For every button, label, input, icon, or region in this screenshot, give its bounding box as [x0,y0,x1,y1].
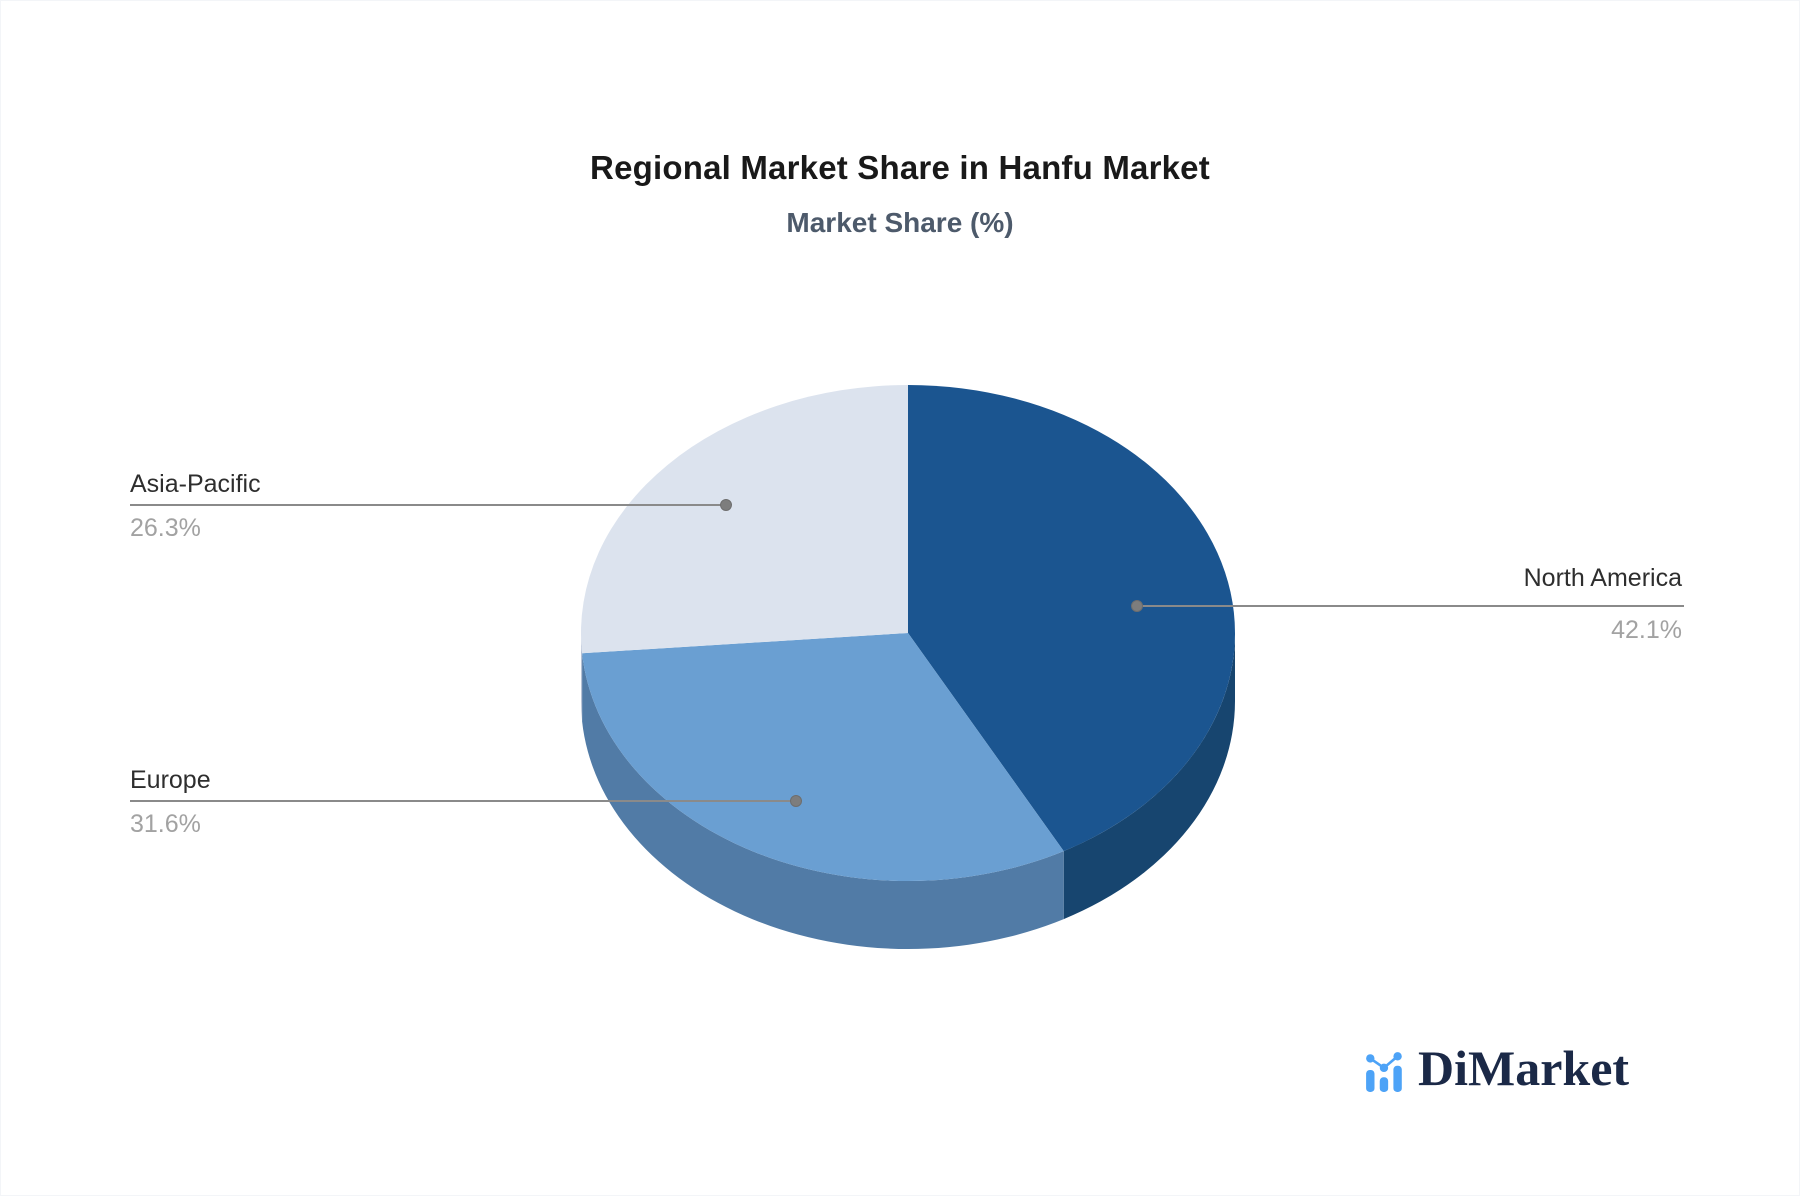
slice-value-asia-pacific: 26.3% [130,514,201,542]
pie-slice-north-america [908,385,1235,852]
bar-chart-trend-icon [1366,1052,1402,1092]
pie-slice-asia-pacific [581,385,908,654]
logo-wordmark: DiMarket [1418,1040,1630,1096]
leader-dot [790,795,802,807]
slice-label-asia-pacific: Asia-Pacific [130,470,261,498]
slice-label-north-america: North America [1523,564,1682,592]
pie-slice-europe [582,633,1064,881]
pie-slice-side [1063,633,1235,920]
slice-value-north-america: 42.1% [1611,616,1682,644]
dimarket-logo: DiMarket [1365,1039,1629,1097]
slice-value-europe: 31.6% [130,810,201,838]
leader-dot [720,499,732,511]
chart-subtitle: Market Share (%) [786,207,1014,238]
leader-dot [1131,600,1143,612]
chart-title: Regional Market Share in Hanfu Market [590,149,1210,186]
slice-label-europe: Europe [130,766,211,794]
pie-slice-side [581,633,583,722]
pie-slice-side [582,653,1064,949]
